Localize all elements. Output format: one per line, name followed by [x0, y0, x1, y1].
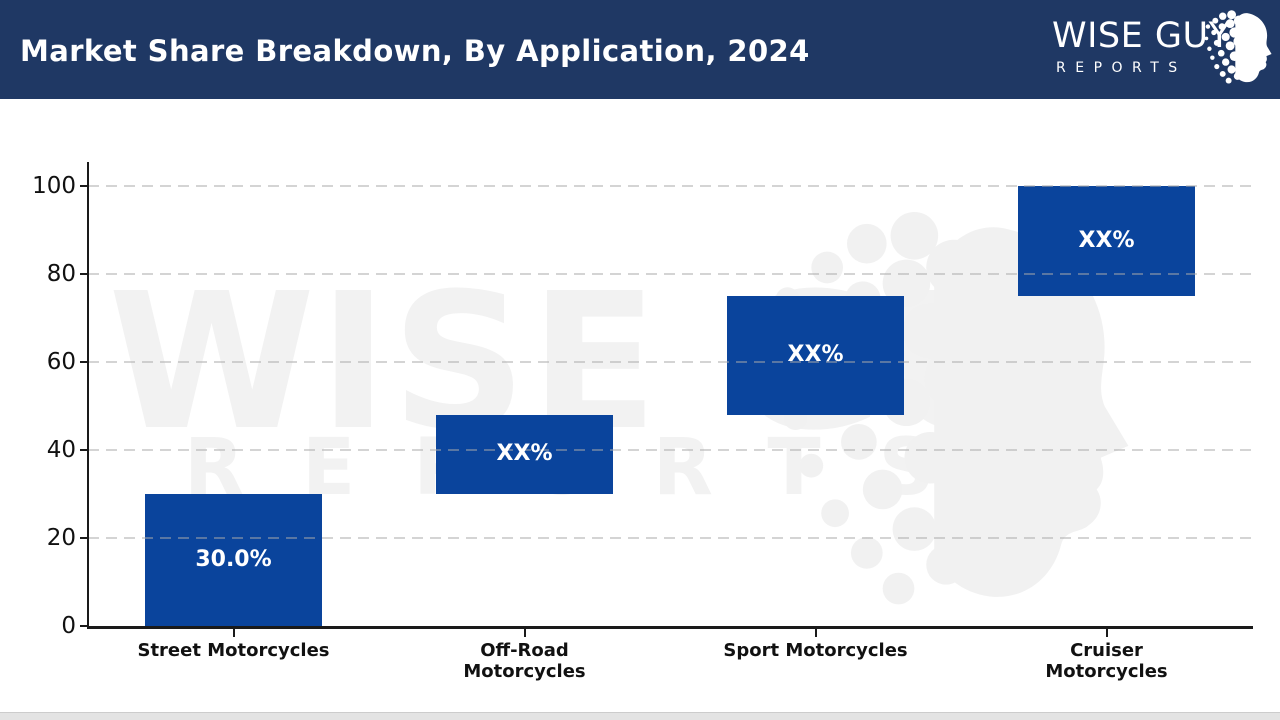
header-bar: Market Share Breakdown, By Application, …: [0, 0, 1280, 99]
chart-title: Market Share Breakdown, By Application, …: [20, 34, 810, 68]
logo-face-icon: [1204, 10, 1272, 84]
bar-street-motorcycles: [145, 494, 322, 626]
y-tick-40: [80, 449, 88, 451]
logo-tagline-text: REPORTS: [1056, 60, 1187, 76]
x-axis-line: [87, 626, 1253, 629]
gridline-80: [88, 273, 1252, 275]
y-tick-label-40: 40: [46, 437, 76, 463]
logo-name-text: WISE GUY: [1052, 16, 1231, 56]
footer-strip: [0, 712, 1280, 720]
bar-value-label-street-motorcycles: 30.0%: [195, 547, 272, 572]
x-tick-label-off-road-motorcycles: Off-Road Motorcycles: [463, 640, 586, 682]
y-tick-label-0: 0: [61, 613, 76, 639]
y-tick-100: [80, 185, 88, 187]
x-tick-cruiser-motorcycles: [1105, 629, 1108, 637]
gridline-100: [88, 185, 1252, 187]
y-tick-0: [80, 625, 88, 627]
y-tick-60: [80, 361, 88, 363]
bar-off-road-motorcycles: [436, 414, 613, 494]
bar-sport-motorcycles: [727, 296, 904, 415]
y-tick-label-20: 20: [46, 525, 76, 551]
x-tick-street-motorcycles: [232, 629, 235, 637]
y-tick-label-80: 80: [46, 261, 76, 287]
y-tick-label-60: 60: [46, 349, 76, 375]
bar-value-label-off-road-motorcycles: XX%: [496, 441, 553, 467]
x-tick-sport-motorcycles: [814, 629, 817, 637]
bar-value-label-cruiser-motorcycles: XX%: [1078, 228, 1135, 253]
y-tick-label-100: 100: [32, 173, 76, 199]
x-tick-label-street-motorcycles: Street Motorcycles: [137, 640, 330, 661]
y-axis-line: [87, 162, 89, 627]
y-tick-20: [80, 537, 88, 539]
x-tick-label-cruiser-motorcycles: Cruiser Motorcycles: [1045, 640, 1168, 682]
gridline-60: [88, 361, 1252, 363]
wise-guy-logo: WISE GUY REPORTS: [1040, 8, 1276, 94]
bar-cruiser-motorcycles: [1018, 186, 1195, 296]
x-tick-off-road-motorcycles: [523, 629, 526, 637]
y-tick-80: [80, 273, 88, 275]
gridline-20: [88, 537, 1252, 539]
x-tick-label-sport-motorcycles: Sport Motorcycles: [723, 640, 908, 661]
bar-value-label-sport-motorcycles: XX%: [787, 342, 844, 368]
gridline-40: [88, 449, 1252, 451]
